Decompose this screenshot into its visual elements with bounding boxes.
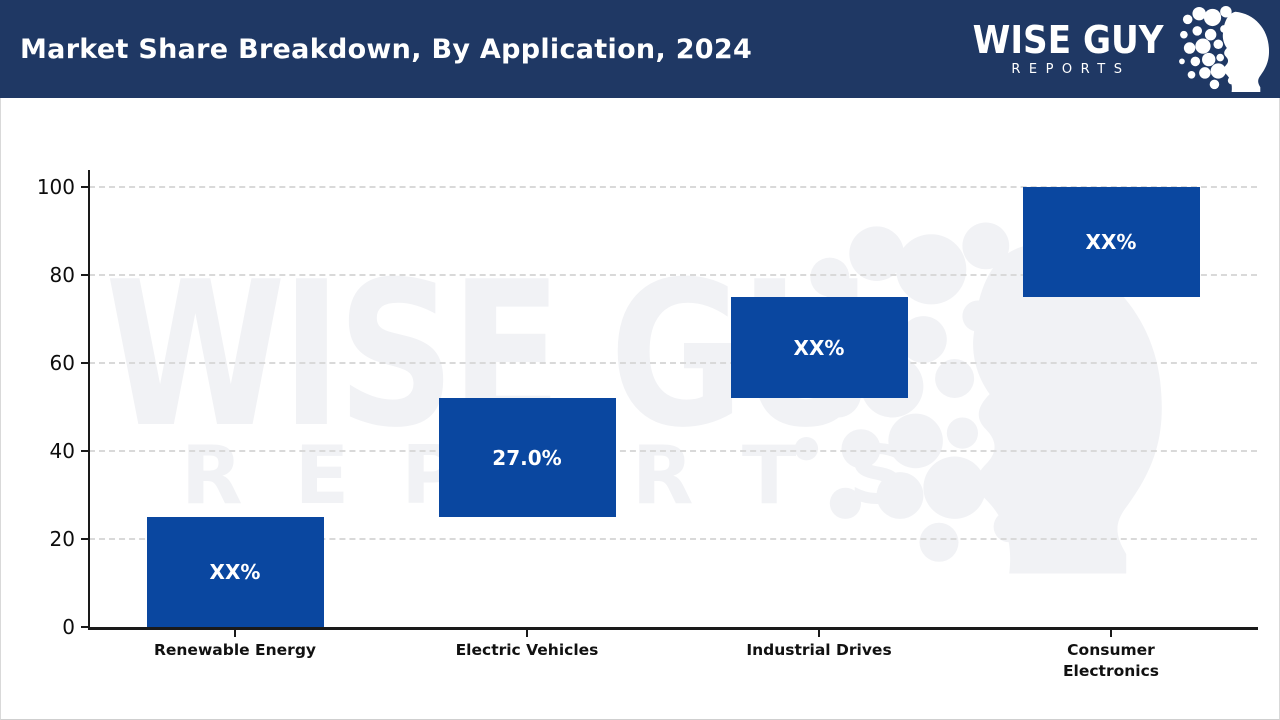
logo-dot — [1227, 76, 1236, 85]
bar-value-label: XX% — [209, 560, 261, 584]
y-tick-label: 80 — [49, 263, 75, 287]
y-tick-mark — [81, 538, 89, 540]
bar-segment: XX% — [146, 517, 324, 627]
y-tick-label: 0 — [62, 615, 75, 639]
x-category-label: Electric Vehicles — [455, 641, 599, 659]
header: Market Share Breakdown, By Application, … — [0, 0, 1280, 98]
logo-dot — [1180, 30, 1188, 39]
logo-dot — [1179, 58, 1185, 65]
logo-dot — [1192, 26, 1203, 36]
bar-segment: XX% — [730, 297, 908, 399]
gridline — [89, 274, 1257, 276]
logo-line1: WISE GUY — [972, 18, 1164, 62]
bar-value-label: XX% — [1085, 230, 1137, 254]
bar-value-label: 27.0% — [492, 445, 562, 470]
chart-canvas: WISE GU REPORTS 020406080100XX%Renewable… — [0, 98, 1280, 720]
logo-dot — [1220, 25, 1228, 33]
bar-value-label: XX% — [793, 335, 845, 360]
logo-dot — [1195, 38, 1211, 54]
y-tick-label: 100 — [36, 175, 75, 199]
x-tick-mark — [234, 630, 236, 637]
x-category-label: Consumer Electronics — [1062, 641, 1160, 680]
logo-dot — [1183, 42, 1196, 54]
page-title: Market Share Breakdown, By Application, … — [20, 33, 753, 65]
logo-dot — [1213, 39, 1224, 49]
logo-dot — [1220, 6, 1232, 18]
logo-dot — [1203, 8, 1222, 27]
y-tick-label: 40 — [49, 439, 75, 463]
logo-dot — [1202, 52, 1216, 67]
gridline — [89, 538, 1257, 540]
logo-dot — [1199, 67, 1211, 79]
y-tick-mark — [81, 274, 89, 276]
gridline — [89, 362, 1257, 364]
wise-guy-logo: WISE GUY REPORTS — [962, 6, 1272, 92]
logo-line2: REPORTS — [1011, 62, 1131, 77]
bar-segment: 27.0% — [438, 398, 616, 517]
x-axis — [88, 627, 1258, 630]
logo-dot — [1190, 56, 1201, 67]
y-tick-mark — [81, 186, 89, 188]
face-profile-shape — [1222, 11, 1270, 92]
logo-dot — [1192, 6, 1206, 21]
logo-dot — [1209, 79, 1220, 90]
x-category-label: Industrial Drives — [746, 641, 892, 659]
y-tick-label: 20 — [49, 527, 75, 551]
dotted-face-icon — [1179, 6, 1270, 92]
logo-dot — [1210, 63, 1226, 79]
waterfall-chart: 0 20 40 60 80 100 XX% Renewable Energy 27.0% Elec… — [1, 98, 1279, 719]
x-tick-mark — [1110, 630, 1112, 637]
y-axis — [88, 170, 90, 629]
bar-segment: XX% — [1022, 187, 1200, 297]
y-tick-mark — [81, 626, 89, 628]
x-tick-mark — [526, 630, 528, 637]
gridline — [89, 450, 1257, 452]
gridline — [89, 186, 1257, 188]
logo-dot — [1182, 14, 1193, 25]
x-category-label: Renewable Energy — [153, 641, 317, 659]
logo-wordmark: WISE GUY REPORTS — [962, 21, 1174, 77]
y-tick-mark — [81, 450, 89, 452]
logo-dot — [1204, 28, 1217, 41]
logo-dot — [1216, 53, 1224, 62]
y-tick-mark — [81, 362, 89, 364]
y-tick-label: 60 — [49, 351, 75, 375]
x-tick-mark — [818, 630, 820, 637]
logo-dot — [1187, 70, 1196, 79]
